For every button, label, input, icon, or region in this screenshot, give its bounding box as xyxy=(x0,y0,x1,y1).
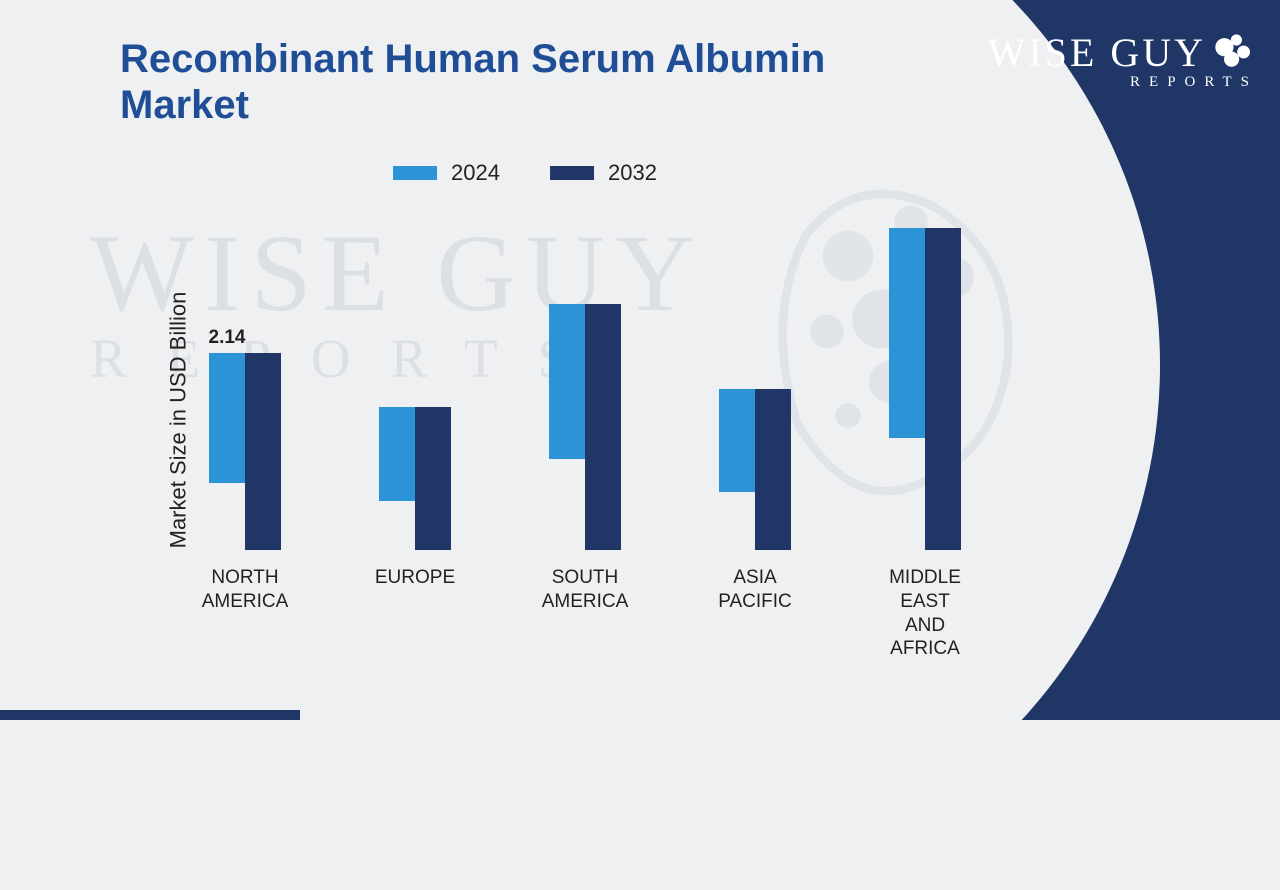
bar-2024 xyxy=(719,389,755,492)
x-tick-label: SOUTHAMERICA xyxy=(515,566,655,614)
legend-label: 2024 xyxy=(451,160,500,186)
bar-2032 xyxy=(585,304,621,550)
legend-label: 2032 xyxy=(608,160,657,186)
legend-swatch xyxy=(550,166,594,180)
bar-group xyxy=(360,407,470,550)
plot-area: 2.14 xyxy=(150,210,990,550)
chart-title: Recombinant Human Serum Albumin Market xyxy=(120,36,880,128)
legend-item-2032: 2032 xyxy=(550,160,657,186)
bar-group xyxy=(700,389,810,550)
bar-2024 xyxy=(889,228,925,437)
bar-group xyxy=(530,304,640,550)
bar-2032 xyxy=(755,389,791,550)
x-tick-label: MIDDLEEASTANDAFRICA xyxy=(855,566,995,661)
brand-logo: WISE GUY REPORTS xyxy=(988,28,1258,91)
bottom-accent-bar xyxy=(0,710,300,720)
chart-canvas: WISE GUY REPORTS Recombinant Human Serum… xyxy=(0,0,1280,720)
bar-2024 xyxy=(549,304,585,459)
legend-item-2024: 2024 xyxy=(393,160,500,186)
bar-2032 xyxy=(245,353,281,550)
x-tick-label: NORTHAMERICA xyxy=(175,566,315,614)
bar-group xyxy=(870,228,980,550)
bar-2024 xyxy=(379,407,415,501)
logo-line1: WISE GUY xyxy=(988,29,1206,76)
legend: 2024 2032 xyxy=(393,160,657,186)
bar-value-label: 2.14 xyxy=(209,327,246,349)
logo-head-icon xyxy=(1210,28,1258,76)
bar-2032 xyxy=(925,228,961,550)
x-tick-label: ASIAPACIFIC xyxy=(685,566,825,614)
bar-group: 2.14 xyxy=(190,353,300,550)
x-tick-label: EUROPE xyxy=(345,566,485,590)
logo-line2: REPORTS xyxy=(988,74,1258,91)
x-axis-labels: NORTHAMERICA EUROPE SOUTHAMERICA ASIAPACIFI… xyxy=(150,560,990,680)
right-band xyxy=(1010,0,1280,720)
legend-swatch xyxy=(393,166,437,180)
bar-2032 xyxy=(415,407,451,550)
bar-chart: Market Size in USD Billion 2024 2032 2.1… xyxy=(60,160,990,680)
bar-2024: 2.14 xyxy=(209,353,245,483)
